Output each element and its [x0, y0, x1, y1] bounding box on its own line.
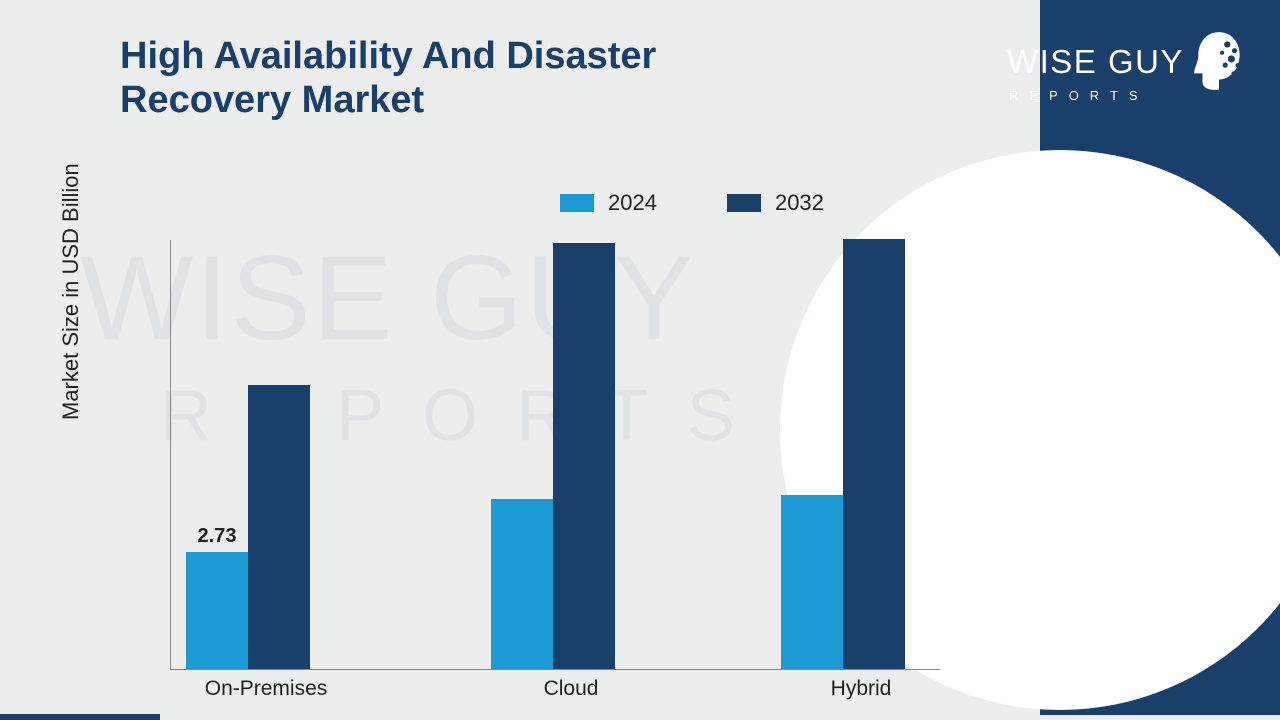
bar	[843, 239, 905, 669]
bar-value-label: 2.73	[198, 525, 237, 548]
bar-group: 2.73On-Premises	[186, 385, 346, 669]
bar	[248, 385, 310, 669]
chart-plot: 2.73On-Premises Cloud Hybrid	[170, 240, 940, 670]
legend-swatch	[727, 194, 761, 212]
legend: 2024 2032	[560, 190, 824, 216]
bar-group: Cloud	[491, 243, 651, 669]
legend-label: 2024	[608, 190, 657, 216]
logo-head-icon	[1188, 30, 1250, 92]
category-label: Cloud	[544, 677, 599, 701]
legend-item: 2032	[727, 190, 824, 216]
legend-label: 2032	[775, 190, 824, 216]
brand-logo: WISE GUY REPORTS	[1007, 30, 1250, 103]
category-label: Hybrid	[831, 677, 892, 701]
bottom-accent-bar	[0, 714, 160, 720]
legend-item: 2024	[560, 190, 657, 216]
chart-title: High Availability And Disaster Recovery …	[120, 35, 740, 122]
bar	[186, 552, 248, 669]
bar	[553, 243, 615, 669]
category-label: On-Premises	[205, 677, 328, 701]
y-axis-label: Market Size in USD Billion	[58, 163, 84, 420]
bar-group: Hybrid	[781, 239, 941, 669]
bar	[491, 499, 553, 669]
legend-swatch	[560, 194, 594, 212]
bar	[781, 495, 843, 669]
logo-text-top: WISE GUY	[1007, 45, 1184, 78]
